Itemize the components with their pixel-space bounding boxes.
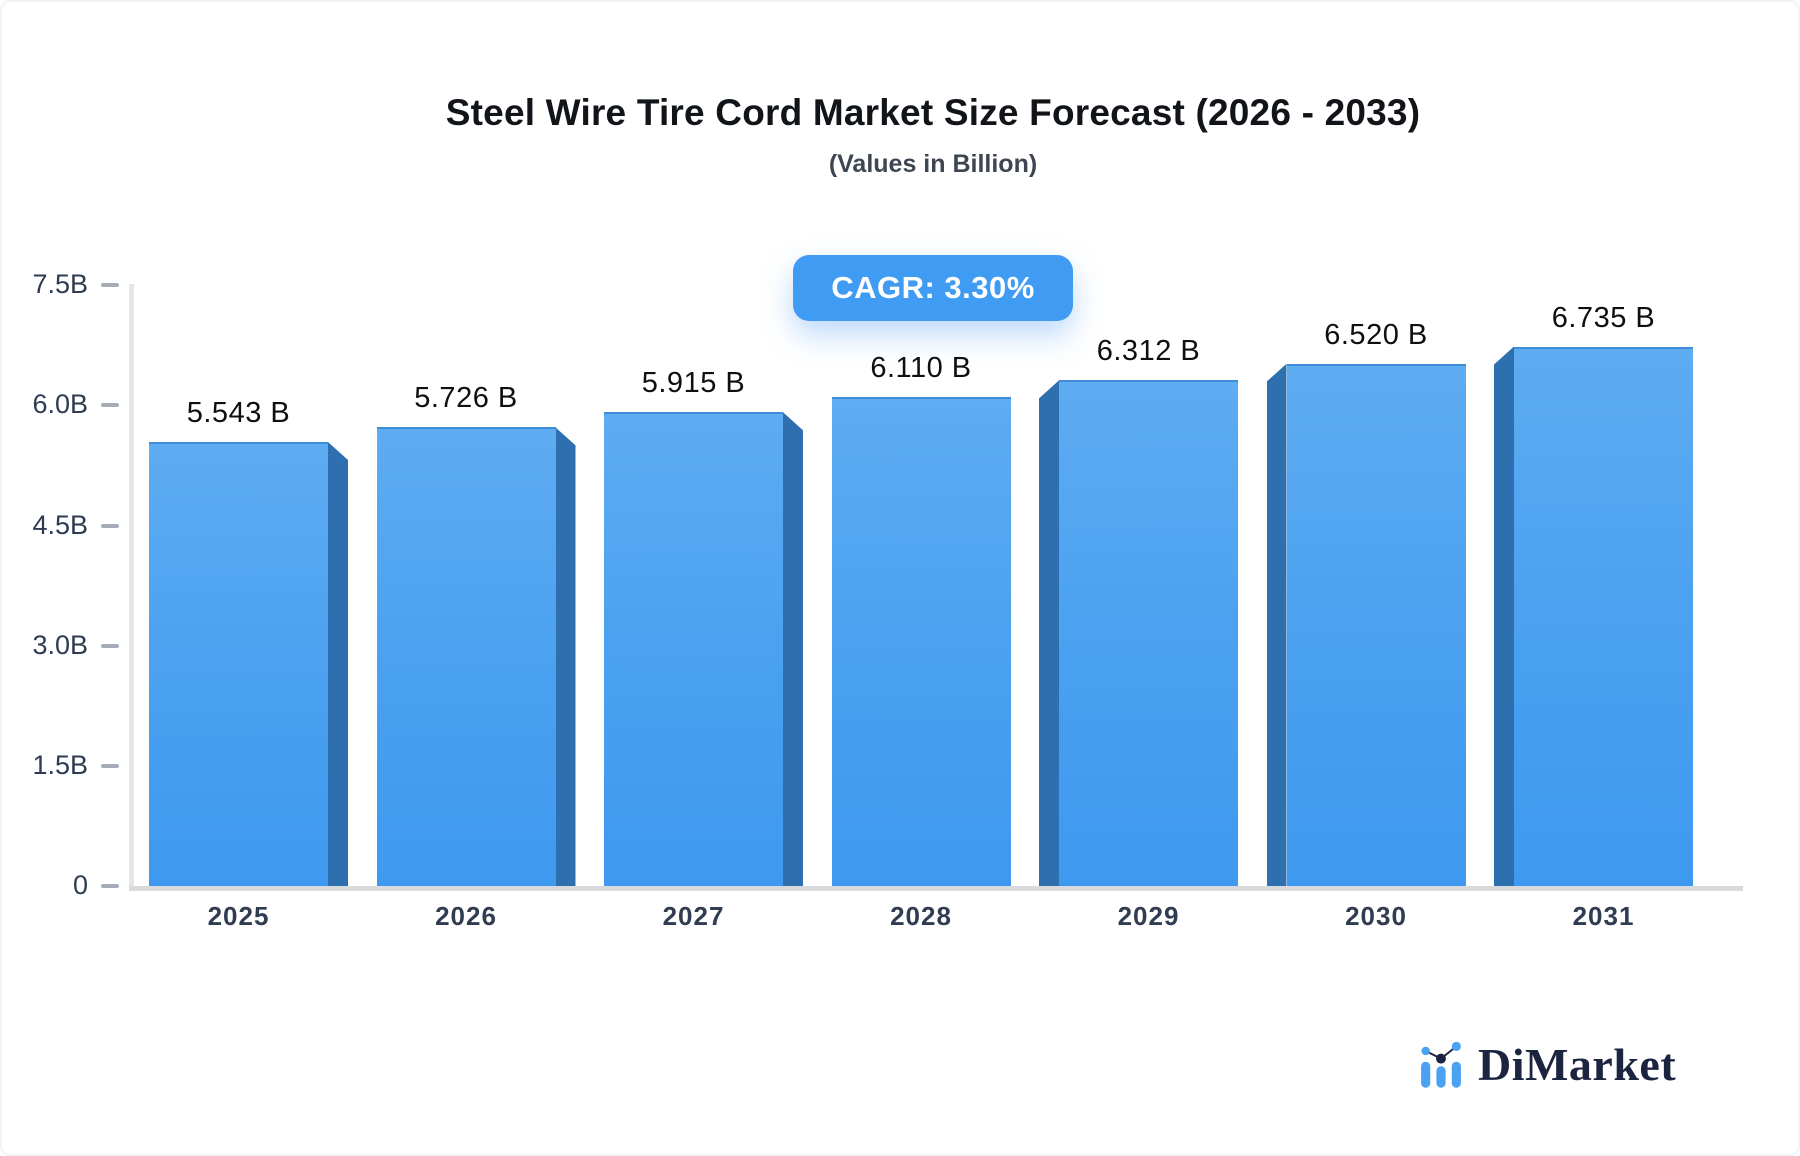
y-axis-tick — [101, 884, 119, 888]
x-axis-label-2026: 2026 — [435, 901, 497, 931]
chart-title: Steel Wire Tire Cord Market Size Forecas… — [445, 92, 1421, 133]
bar-3d-side-2029 — [1039, 380, 1059, 886]
y-axis-tick-label: 4.5B — [32, 509, 88, 540]
bar-2026 — [376, 427, 556, 886]
chart-header: Steel Wire Tire Cord Market Size Forecas… — [66, 92, 1800, 179]
bar-2025 — [149, 442, 328, 886]
x-axis-label-2029: 2029 — [1117, 901, 1180, 931]
y-axis-line — [129, 284, 134, 891]
bar-value-label-2029: 6.312 B — [1096, 335, 1201, 368]
cagr-badge-row: CAGR: 3.30% — [66, 255, 1800, 321]
x-axis-label-2031: 2031 — [1572, 901, 1635, 931]
x-axis-baseline — [129, 886, 1743, 891]
y-axis-tick — [101, 283, 119, 288]
bar-value-label-2026: 5.726 B — [414, 382, 518, 415]
y-axis-tick-label: 7.5B — [32, 269, 88, 300]
y-axis-tick — [101, 643, 119, 648]
bar-3d-side-2031 — [1494, 346, 1514, 886]
y-axis-tick — [101, 523, 119, 528]
cagr-badge: CAGR: 3.30% — [793, 255, 1073, 321]
bar-2028 — [831, 396, 1011, 886]
brand-logo: DiMarket — [1418, 1038, 1676, 1090]
bar-value-label-2027: 5.915 B — [641, 367, 746, 400]
bar-3d-side-2025 — [328, 442, 348, 886]
bar-value-label-2028: 6.110 B — [870, 351, 972, 384]
y-axis-tick-label: 0 — [72, 870, 88, 900]
bar-2030 — [1286, 363, 1466, 886]
bar-3d-side-2027 — [783, 412, 803, 886]
x-axis-label-2030: 2030 — [1345, 901, 1407, 931]
bar-3d-side-2026 — [555, 427, 576, 886]
bar-value-label-2030: 6.520 B — [1324, 318, 1428, 351]
x-axis-label-2028: 2028 — [890, 901, 952, 931]
y-axis-tick-label: 3.0B — [32, 629, 88, 660]
bar-2027 — [604, 412, 783, 886]
bar-chart-trend-icon — [1421, 1041, 1461, 1088]
y-axis-tick — [101, 763, 119, 768]
x-axis-label-2027: 2027 — [662, 901, 725, 931]
bar-value-label-2025: 5.543 B — [186, 397, 291, 429]
x-axis-label-2025: 2025 — [207, 901, 270, 931]
y-axis-tick-label: 6.0B — [32, 389, 88, 420]
bar-2029 — [1059, 380, 1238, 886]
bar-3d-side-2030 — [1266, 363, 1287, 886]
bar-2031 — [1514, 346, 1693, 886]
y-axis-tick — [101, 403, 119, 408]
brand-name: DiMarket — [1478, 1039, 1677, 1090]
chart-subtitle: (Values in Billion) — [828, 150, 1038, 178]
bar-value-label-2031: 6.735 B — [1551, 301, 1656, 334]
y-axis-tick-label: 1.5B — [32, 749, 88, 780]
